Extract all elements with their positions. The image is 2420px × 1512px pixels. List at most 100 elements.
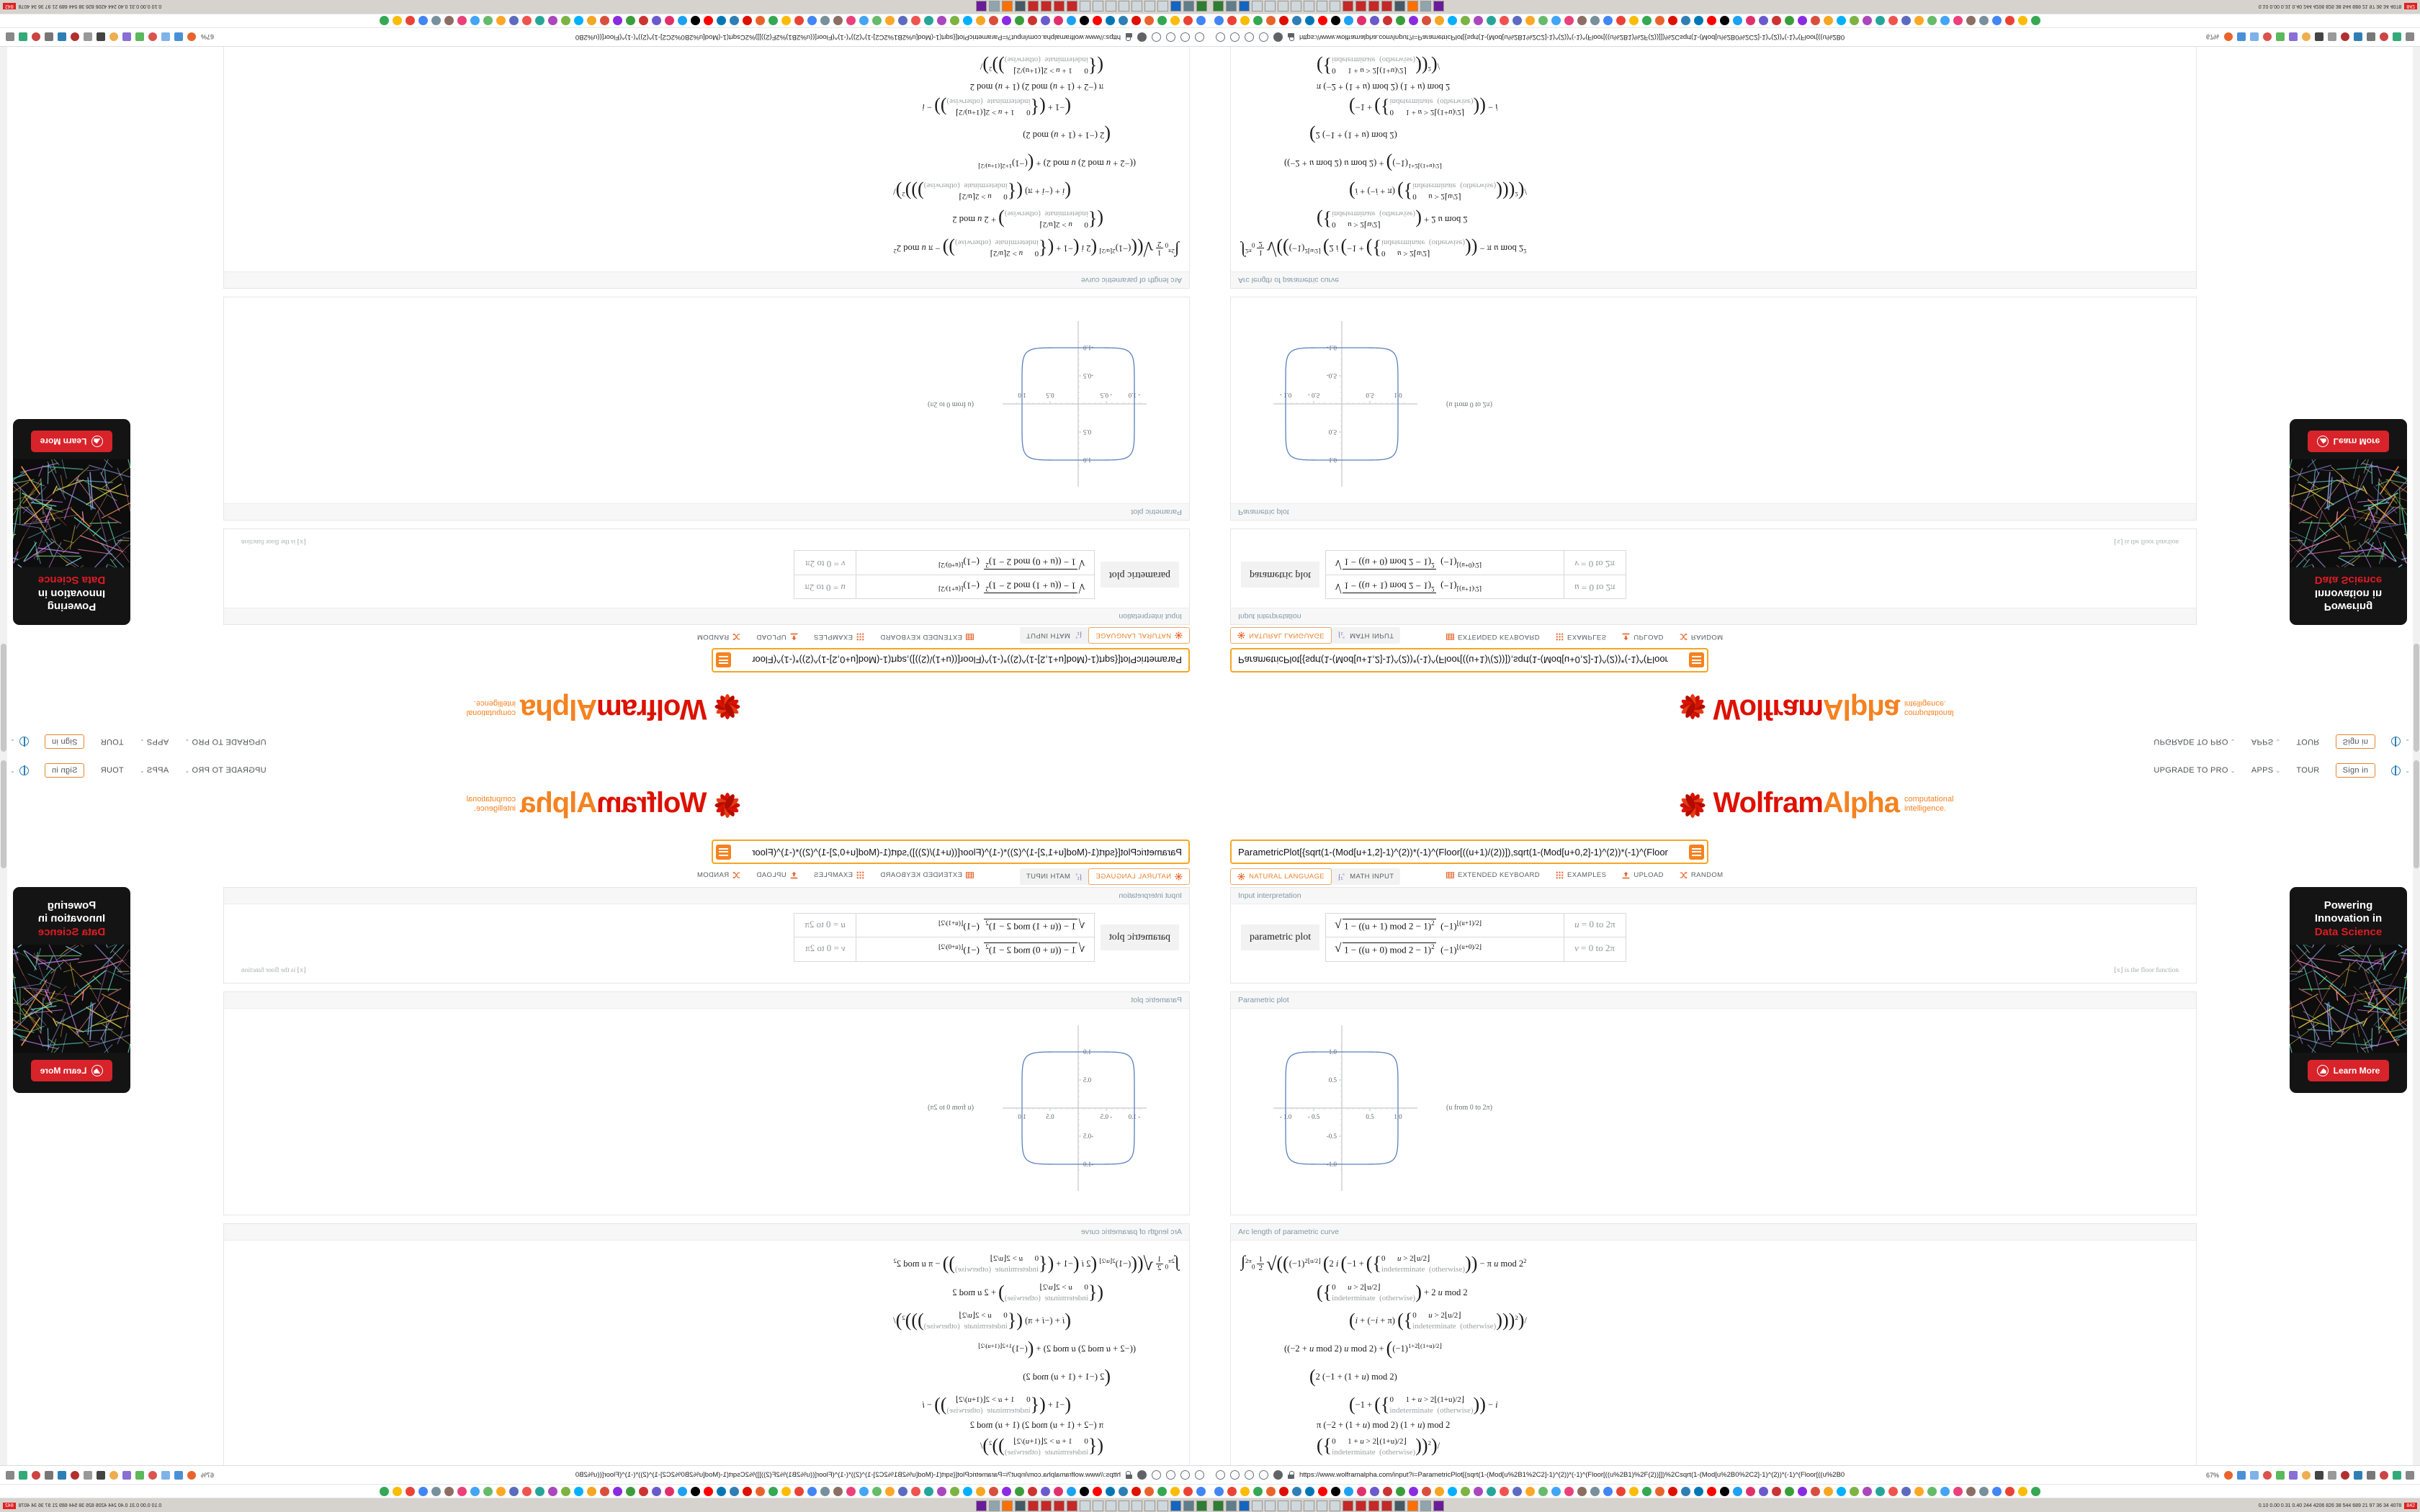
bookmark-icon[interactable] — [457, 16, 467, 26]
equals-submit-button[interactable] — [716, 652, 731, 668]
bookmark-icon[interactable] — [1409, 1486, 1418, 1496]
tool-links[interactable]: EXTENDED KEYBOARD EXAMPLES UPLOAD R — [697, 633, 974, 641]
zoom-level-indicator[interactable]: 67% — [2205, 1471, 2219, 1479]
wolframalpha-logo[interactable]: WolframAlpha computational intelligence. — [467, 691, 744, 725]
taskbar-icon[interactable] — [1157, 1, 1168, 12]
bookmark-icon[interactable] — [872, 1486, 882, 1496]
taskbar-icon[interactable] — [1355, 1, 1366, 12]
extension-icon[interactable] — [97, 1470, 105, 1480]
extension-icon[interactable] — [2263, 1470, 2272, 1480]
tool-upload[interactable]: UPLOAD — [1622, 633, 1664, 641]
bookmark-icon[interactable] — [1500, 1486, 1509, 1496]
bookmark-icon[interactable] — [522, 16, 532, 26]
taskbar-icon[interactable] — [1433, 1, 1444, 12]
bookmark-icon[interactable] — [1396, 1486, 1405, 1496]
bookmark-icon[interactable] — [859, 16, 869, 26]
taskbar-icon[interactable] — [1028, 1500, 1039, 1511]
parametric-plot-chart[interactable]: - 1.0- 0.5 0.5 1.0 -1.0 -0.5 0.5 1.0 (u from 0… — [1241, 1017, 2186, 1206]
bookmark-icon[interactable] — [470, 1486, 480, 1496]
bookmark-icon[interactable] — [1772, 16, 1781, 26]
bookmark-icon[interactable] — [989, 1486, 998, 1496]
bookmark-icon[interactable] — [587, 1486, 596, 1496]
bookmark-icon[interactable] — [431, 16, 441, 26]
bookmark-icon[interactable] — [1292, 16, 1301, 26]
os-taskbar[interactable]: 0.10 0.00 0.31 0.40 244 4206 826 38 544 … — [0, 1498, 1210, 1512]
bookmark-icon[interactable] — [1448, 1486, 1457, 1496]
bookmark-icon[interactable] — [1435, 1486, 1444, 1496]
bookmark-icon[interactable] — [743, 1486, 752, 1496]
bookmark-icon[interactable] — [1577, 1486, 1587, 1496]
bookmark-icon[interactable] — [1746, 16, 1755, 26]
tool-random[interactable]: RANDOM — [1680, 871, 1724, 879]
back-icon[interactable] — [1195, 1470, 1204, 1480]
nav-tour[interactable]: TOUR — [100, 737, 124, 746]
taskbar-icon[interactable] — [1420, 1500, 1431, 1511]
bookmark-icon[interactable] — [1318, 16, 1327, 26]
bookmark-icon[interactable] — [1837, 1486, 1846, 1496]
mode-natural-language[interactable]: NATURAL LANGUAGE — [1230, 627, 1332, 644]
bookmark-icon[interactable] — [833, 16, 843, 26]
taskbar-icon[interactable] — [1196, 1500, 1207, 1511]
bookmark-icon[interactable] — [1811, 16, 1820, 26]
bookmark-icon[interactable] — [781, 1486, 791, 1496]
bookmark-icon[interactable] — [1746, 1486, 1755, 1496]
search-input[interactable]: ParametricPlot[{sqrt(1-(Mod[u+1,2]-1)^(2… — [1230, 840, 1708, 864]
extension-icon[interactable] — [2315, 32, 2323, 42]
bookmark-icon[interactable] — [548, 16, 557, 26]
os-taskbar[interactable]: 0.10 0.00 0.31 0.40 244 4206 826 38 544 … — [1210, 1498, 2420, 1512]
bookmark-icon[interactable] — [924, 16, 933, 26]
system-tray[interactable]: 0.10 0.00 0.31 0.40 244 4206 826 38 544 … — [3, 3, 161, 10]
extension-icon[interactable] — [45, 32, 53, 42]
bookmark-icon[interactable] — [1603, 1486, 1613, 1496]
bookmark-icon[interactable] — [1629, 16, 1639, 26]
bookmark-icon[interactable] — [768, 1486, 778, 1496]
bookmark-icon[interactable] — [1318, 1486, 1327, 1496]
bookmark-icon[interactable] — [1305, 16, 1314, 26]
mode-natural-language[interactable]: NATURAL LANGUAGE — [1230, 868, 1332, 885]
tool-examples[interactable]: EXAMPLES — [1556, 633, 1606, 641]
extension-icon[interactable] — [2224, 1470, 2233, 1480]
bookmark-icon[interactable] — [1590, 16, 1600, 26]
bookmark-icon[interactable] — [652, 1486, 661, 1496]
zoom-level-indicator[interactable]: 67% — [201, 1471, 215, 1479]
taskbar-icon[interactable] — [1093, 1, 1103, 12]
bookmark-icon[interactable] — [1876, 16, 1885, 26]
bookmark-icon[interactable] — [1798, 16, 1807, 26]
extension-icon[interactable] — [97, 32, 105, 42]
extension-icon[interactable] — [174, 1470, 183, 1480]
extension-icon[interactable] — [2367, 1470, 2375, 1480]
tool-extended-keyboard[interactable]: EXTENDED KEYBOARD — [1446, 633, 1540, 641]
bookmark-icon[interactable] — [2018, 1486, 2027, 1496]
bookmark-icon[interactable] — [1093, 1486, 1102, 1496]
bookmark-icon[interactable] — [1850, 16, 1859, 26]
home-icon[interactable] — [1152, 32, 1161, 42]
search-input[interactable]: ParametricPlot[{sqrt(1-(Mod[u+1,2]-1)^(2… — [1230, 648, 1708, 672]
extension-icon[interactable] — [2393, 32, 2401, 42]
sign-in-button[interactable]: Sign in — [44, 734, 85, 749]
bookmark-icon[interactable] — [1811, 1486, 1820, 1496]
extension-icon[interactable] — [161, 32, 170, 42]
search-input[interactable]: ParametricPlot[{sqrt(1-(Mod[u+1,2]-1)^(2… — [712, 648, 1190, 672]
zoom-level-indicator[interactable]: 67% — [2205, 33, 2219, 41]
bookmark-icon[interactable] — [1500, 16, 1509, 26]
bookmark-icon[interactable] — [1144, 16, 1154, 26]
bookmark-icon[interactable] — [1564, 1486, 1574, 1496]
extension-icon[interactable] — [32, 1470, 40, 1480]
bookmark-icon[interactable] — [380, 16, 389, 26]
bookmark-icon[interactable] — [872, 16, 882, 26]
site-header-nav[interactable]: UPGRADE TO PRO⌄ APPS⌄ TOUR Sign in ⌄ — [10, 734, 266, 749]
quadrant-bottom-right[interactable]: UPGRADE TO PRO ⌄ APPS ⌄ TOUR Sign in ⌄ Wol… — [1210, 756, 2420, 1512]
taskbar-icon[interactable] — [1226, 1500, 1237, 1511]
bookmark-icon[interactable] — [1577, 16, 1587, 26]
nav-tour[interactable]: TOUR — [2296, 766, 2320, 775]
bookmarks-bar[interactable] — [0, 14, 1210, 27]
bookmark-icon[interactable] — [756, 1486, 765, 1496]
bookmark-icon[interactable] — [1525, 1486, 1535, 1496]
bookmark-icon[interactable] — [1106, 1486, 1115, 1496]
bookmark-icon[interactable] — [911, 16, 920, 26]
bookmark-icon[interactable] — [1953, 16, 1963, 26]
bookmark-icon[interactable] — [1707, 16, 1716, 26]
extension-icon[interactable] — [2406, 1470, 2414, 1480]
extension-icon[interactable] — [135, 1470, 144, 1480]
